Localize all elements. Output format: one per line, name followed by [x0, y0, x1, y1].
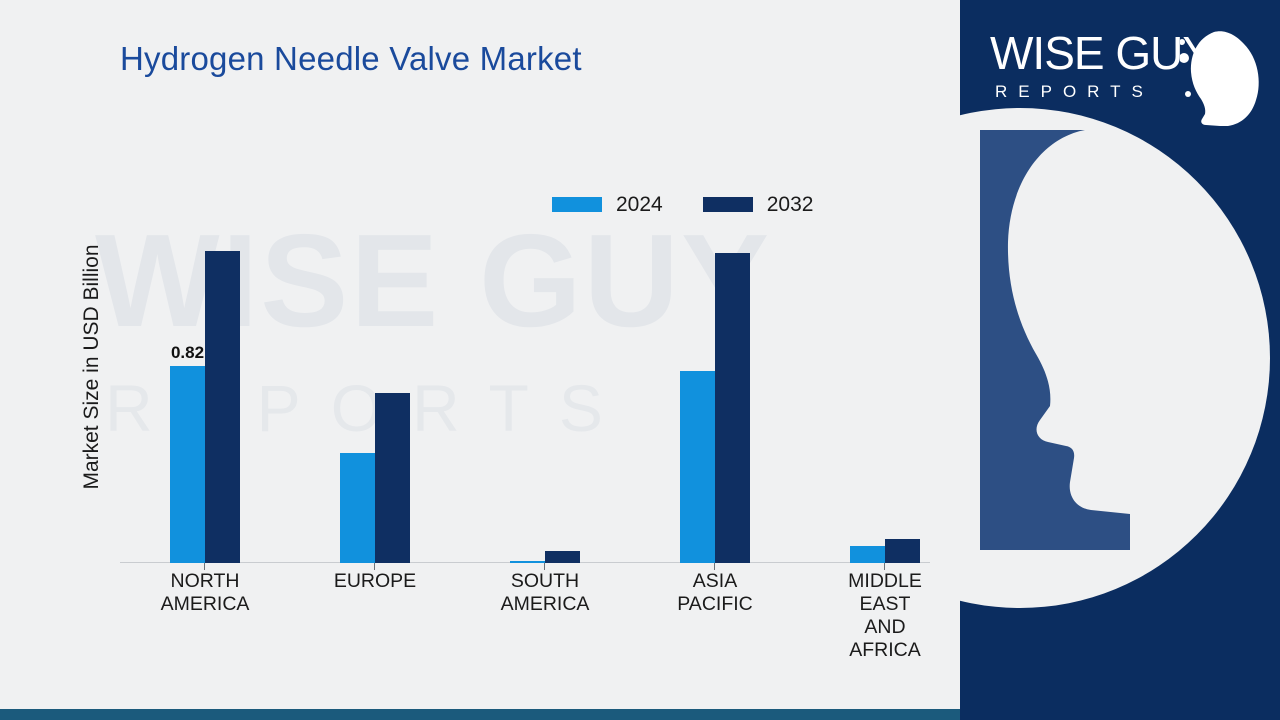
plot-area: 0.82 NORTH AMERICA EUROPE SOUTH AMERICA [100, 222, 930, 661]
bar-group-europe: EUROPE [290, 222, 460, 592]
axis-tick-north-america [204, 563, 205, 570]
bar-2024-north-america[interactable]: 0.82 [170, 343, 205, 563]
bar-2024-europe[interactable] [340, 452, 375, 563]
bottom-accent-strip [0, 709, 960, 720]
axis-tick-south-america [544, 563, 545, 570]
legend-item-2032[interactable]: 2032 [702, 193, 814, 216]
bar-2032-asia-pacific[interactable] [715, 253, 750, 563]
bar-2032-middle-east-and-africa[interactable] [885, 539, 920, 563]
logo-head-icon [1180, 31, 1259, 126]
legend-swatch-icon-2024 [552, 197, 602, 212]
dot-cluster-decoration [960, 150, 1120, 510]
bar-2024-asia-pacific[interactable] [680, 370, 715, 563]
bar-2032-north-america[interactable] [205, 250, 240, 563]
category-label-south-america: SOUTH AMERICA [500, 570, 590, 615]
chart-legend: 2024 2032 [552, 194, 813, 215]
logo-subtitle-text: REPORTS [995, 82, 1154, 101]
bar-2024-south-america[interactable] [510, 560, 545, 563]
bar-group-middle-east-and-africa: MIDDLE EAST AND AFRICA [800, 222, 970, 661]
category-label-europe: EUROPE [333, 570, 417, 592]
bar-2032-south-america[interactable] [545, 551, 580, 563]
axis-tick-europe [374, 563, 375, 570]
bar-group-south-america: SOUTH AMERICA [460, 222, 630, 615]
brand-logo[interactable]: WISE GUY REPORTS [985, 27, 1265, 126]
category-label-middle-east-and-africa: MIDDLE EAST AND AFRICA [848, 570, 922, 661]
legend-label-2024: 2024 [616, 193, 663, 216]
logo-brand-text: WISE GUY [990, 27, 1213, 79]
bar-group-north-america: 0.82 NORTH AMERICA [120, 222, 290, 615]
bar-2032-europe[interactable] [375, 392, 410, 563]
category-label-asia-pacific: ASIA PACIFIC [677, 570, 753, 615]
legend-swatch-icon-2032 [702, 197, 753, 212]
category-label-north-america: NORTH AMERICA [160, 570, 250, 615]
head-profile-icon [980, 130, 1130, 550]
bar-group-asia-pacific: ASIA PACIFIC [630, 222, 800, 615]
page-title: Hydrogen Needle Valve Market [120, 40, 582, 77]
axis-tick-middle-east-and-africa [884, 563, 885, 570]
legend-label-2032: 2032 [766, 193, 814, 216]
bar-2024-middle-east-and-africa[interactable] [850, 546, 885, 563]
legend-item-2024[interactable]: 2024 [552, 194, 663, 215]
axis-tick-asia-pacific [714, 563, 715, 570]
bar-value-label-north-america-2024: 0.82 [170, 343, 205, 363]
